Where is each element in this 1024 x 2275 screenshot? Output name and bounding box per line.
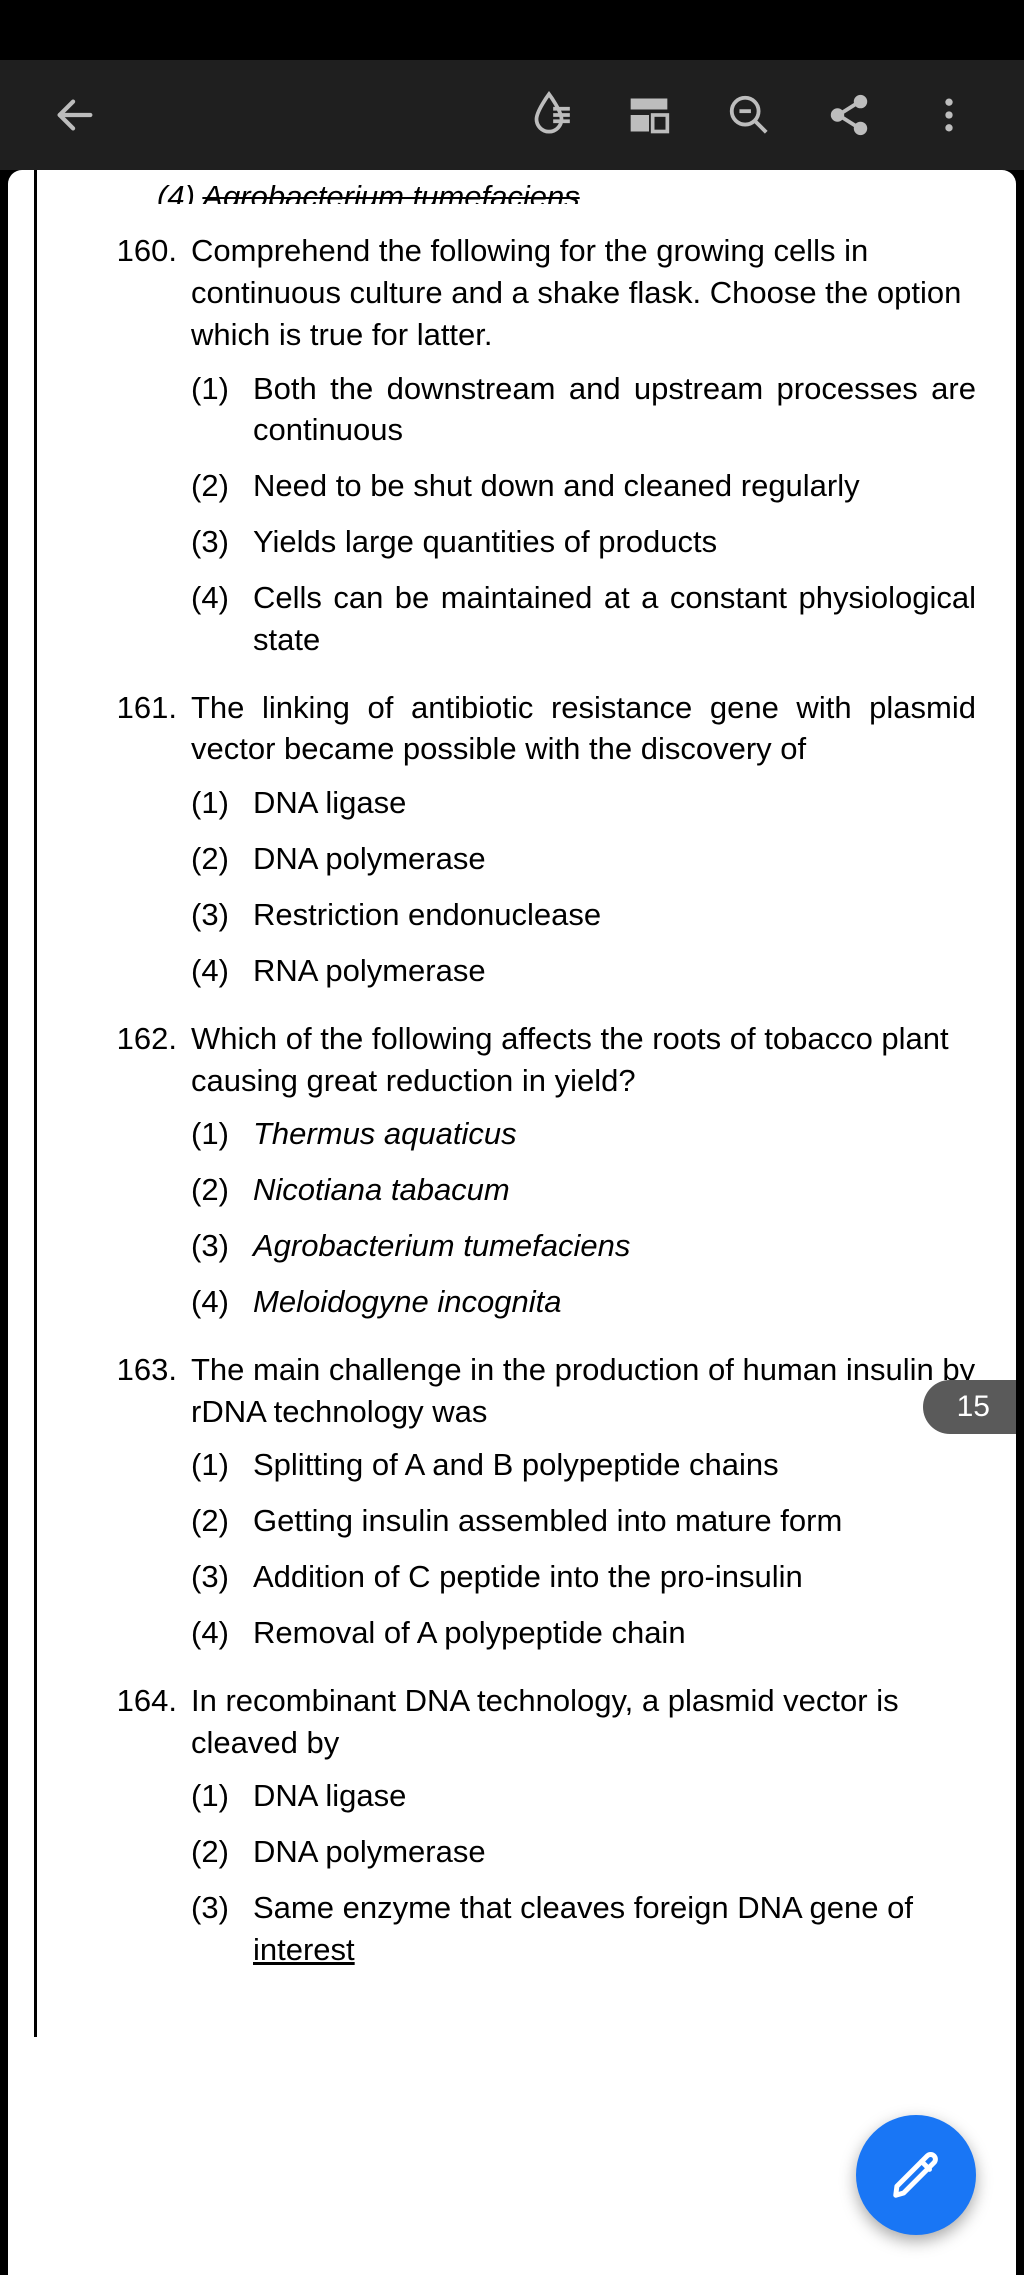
- option-number: (3): [191, 1225, 241, 1267]
- option-text: DNA polymerase: [253, 838, 976, 880]
- option-text: Both the downstream and upstream process…: [253, 368, 976, 452]
- option-number: (1): [191, 1775, 241, 1817]
- status-bar: [0, 0, 1024, 60]
- option-row: (2) DNA polymerase: [191, 838, 976, 880]
- search-button[interactable]: [704, 70, 794, 160]
- option-text: Nicotiana tabacum: [253, 1169, 976, 1211]
- page-number-badge: 15: [923, 1380, 1016, 1434]
- question-row: 164.In recombinant DNA technology, a pla…: [101, 1680, 976, 1764]
- option-number: (2): [191, 1500, 241, 1542]
- question-text: In recombinant DNA technology, a plasmid…: [191, 1680, 976, 1764]
- back-button[interactable]: [30, 70, 120, 160]
- option-text: DNA ligase: [253, 782, 976, 824]
- option-row: (2) DNA polymerase: [191, 1831, 976, 1873]
- option-text: Removal of A polypeptide chain: [253, 1612, 976, 1654]
- option-text: Addition of C peptide into the pro-insul…: [253, 1556, 976, 1598]
- option-number: (3): [191, 894, 241, 936]
- option-number: (3): [191, 1887, 241, 1971]
- option-text: Cells can be maintained at a constant ph…: [253, 577, 976, 661]
- layout-button[interactable]: [604, 70, 694, 160]
- question-row: 163.The main challenge in the production…: [101, 1349, 976, 1433]
- share-button[interactable]: [804, 70, 894, 160]
- option-number: (3): [191, 1556, 241, 1598]
- option-number: (3): [191, 521, 241, 563]
- option-text: Getting insulin assembled into mature fo…: [253, 1500, 976, 1542]
- option-row: (2) Getting insulin assembled into mature…: [191, 1500, 976, 1542]
- option-number: (2): [191, 465, 241, 507]
- option-number: (4): [191, 577, 241, 661]
- option-number: (4): [191, 950, 241, 992]
- option-number: (1): [191, 1444, 241, 1486]
- question: 162.Which of the following affects the r…: [101, 1018, 976, 1323]
- option-number: (2): [191, 838, 241, 880]
- question: 164.In recombinant DNA technology, a pla…: [101, 1680, 976, 1971]
- question-row: 162.Which of the following affects the r…: [101, 1018, 976, 1102]
- more-button[interactable]: [904, 70, 994, 160]
- option-row: (1)Both the downstream and upstream proc…: [191, 368, 976, 452]
- edit-fab[interactable]: [856, 2115, 976, 2235]
- option-text: Need to be shut down and cleaned regular…: [253, 465, 976, 507]
- option-number: (1): [191, 782, 241, 824]
- option-row: (3) Yields large quantities of products: [191, 521, 976, 563]
- option-number: (4): [191, 1281, 241, 1323]
- option-text: Restriction endonuclease: [253, 894, 976, 936]
- option-row: (4)Cells can be maintained at a constant…: [191, 577, 976, 661]
- option-row: (4) Meloidogyne incognita: [191, 1281, 976, 1323]
- option-row: (4) RNA polymerase: [191, 950, 976, 992]
- question-text: The main challenge in the production of …: [191, 1349, 976, 1433]
- option-text: RNA polymerase: [253, 950, 976, 992]
- page: (4) Agrobacterium tumefaciens 160.Compre…: [34, 170, 1016, 2037]
- option-text: Splitting of A and B polypeptide chains: [253, 1444, 976, 1486]
- option-row: (1) DNA ligase: [191, 782, 976, 824]
- question: 163.The main challenge in the production…: [101, 1349, 976, 1654]
- option-row: (3)Same enzyme that cleaves foreign DNA …: [191, 1887, 976, 1971]
- option-number: (1): [191, 368, 241, 452]
- question-text: Comprehend the following for the growing…: [191, 230, 976, 356]
- option-text: Agrobacterium tumefaciens: [202, 179, 579, 204]
- option-row: (3) Agrobacterium tumefaciens: [191, 1225, 976, 1267]
- option-number: (4): [191, 1612, 241, 1654]
- option-row: (2) Need to be shut down and cleaned regu…: [191, 465, 976, 507]
- partial-previous-option: (4) Agrobacterium tumefaciens: [157, 176, 976, 204]
- option-row: (1) Splitting of A and B polypeptide chai…: [191, 1444, 976, 1486]
- option-text: DNA polymerase: [253, 1831, 976, 1873]
- question-row: 161.The linking of antibiotic resistance…: [101, 687, 976, 771]
- document-content[interactable]: (4) Agrobacterium tumefaciens 160.Compre…: [8, 170, 1016, 2275]
- question-text: Which of the following affects the roots…: [191, 1018, 976, 1102]
- pencil-icon: [889, 2148, 943, 2202]
- options-list: (1) Thermus aquaticus (2) Nicotiana tabacum…: [191, 1113, 976, 1322]
- option-text: DNA ligase: [253, 1775, 976, 1817]
- option-row: (3) Restriction endonuclease: [191, 894, 976, 936]
- option-row: (2) Nicotiana tabacum: [191, 1169, 976, 1211]
- option-number: (4): [157, 179, 195, 204]
- option-number: (1): [191, 1113, 241, 1155]
- question: 161.The linking of antibiotic resistance…: [101, 687, 976, 992]
- question: 160.Comprehend the following for the gro…: [101, 230, 976, 661]
- question-number: 161.: [101, 687, 177, 771]
- ink-settings-button[interactable]: [504, 70, 594, 160]
- options-list: (1) DNA ligase (2) DNA polymerase (3)Same en…: [191, 1775, 976, 1970]
- option-number: (2): [191, 1831, 241, 1873]
- question-number: 163.: [101, 1349, 177, 1433]
- question-number: 162.: [101, 1018, 177, 1102]
- option-row: (1) Thermus aquaticus: [191, 1113, 976, 1155]
- option-text: Same enzyme that cleaves foreign DNA gen…: [253, 1887, 976, 1971]
- option-row: (3) Addition of C peptide into the pro-in…: [191, 1556, 976, 1598]
- options-list: (1) DNA ligase (2) DNA polymerase (3) Restric…: [191, 782, 976, 991]
- option-text: Thermus aquaticus: [253, 1113, 976, 1155]
- option-row: (1) DNA ligase: [191, 1775, 976, 1817]
- options-list: (1) Splitting of A and B polypeptide chai…: [191, 1444, 976, 1653]
- option-text: Agrobacterium tumefaciens: [253, 1225, 976, 1267]
- toolbar: [0, 60, 1024, 170]
- options-list: (1)Both the downstream and upstream proc…: [191, 368, 976, 661]
- option-text: Meloidogyne incognita: [253, 1281, 976, 1323]
- option-number: (2): [191, 1169, 241, 1211]
- question-number: 164.: [101, 1680, 177, 1764]
- question-row: 160.Comprehend the following for the gro…: [101, 230, 976, 356]
- option-text: Yields large quantities of products: [253, 521, 976, 563]
- question-text: The linking of antibiotic resistance gen…: [191, 687, 976, 771]
- question-number: 160.: [101, 230, 177, 356]
- option-row: (4) Removal of A polypeptide chain: [191, 1612, 976, 1654]
